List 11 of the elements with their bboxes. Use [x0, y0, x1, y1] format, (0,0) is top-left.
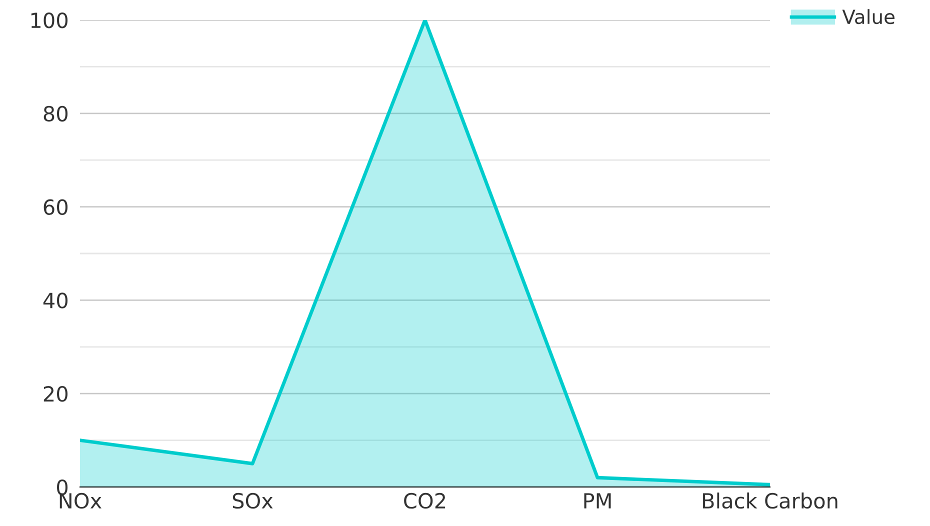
x-tick-label: SOx [232, 492, 273, 509]
x-tick-label: CO2 [404, 492, 446, 509]
y-tick-label: 100 [31, 12, 68, 28]
y-tick-label: 40 [43, 292, 68, 308]
legend-label: Value [842, 9, 894, 24]
y-tick-label: 80 [44, 106, 68, 122]
y-tick-label: 20 [44, 386, 68, 402]
x-tick-label: NOx [60, 492, 102, 509]
x-tick-label: Black Carbon [703, 492, 838, 509]
x-tick-label: PM [584, 493, 611, 508]
y-tick-label: 60 [44, 199, 68, 216]
